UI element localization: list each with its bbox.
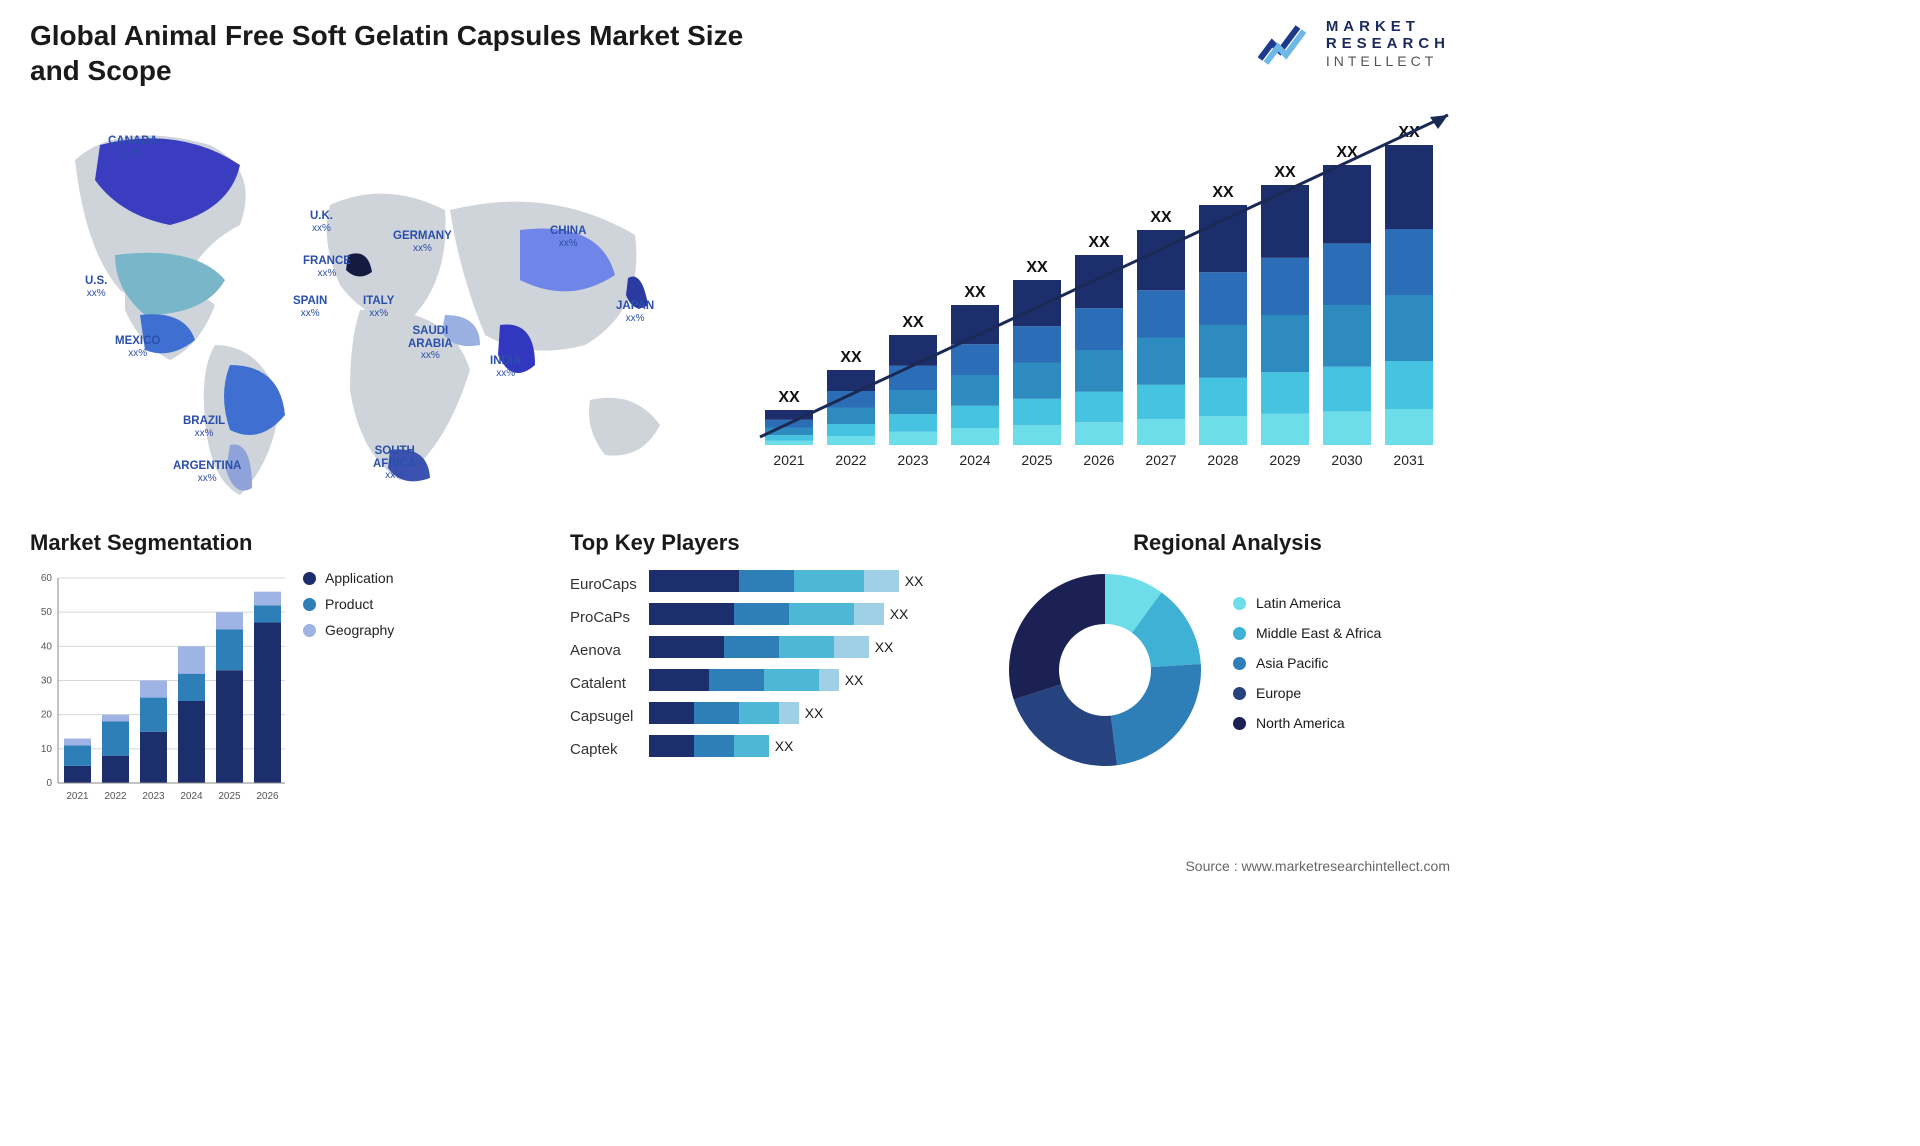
svg-text:2023: 2023	[142, 791, 165, 802]
svg-text:XX: XX	[1088, 234, 1110, 251]
svg-text:60: 60	[41, 573, 53, 584]
map-label-saudi-arabia: SAUDIARABIAxx%	[408, 325, 453, 361]
map-label-china: CHINAxx%	[550, 225, 586, 249]
svg-text:0: 0	[46, 778, 52, 789]
svg-text:2025: 2025	[218, 791, 241, 802]
map-label-u-s-: U.S.xx%	[85, 275, 107, 299]
top-players-labels: EuroCaps ProCaPs Aenova Catalent Capsugel Cap…	[570, 570, 637, 761]
top-players-panel: Top Key Players EuroCaps ProCaPs Aenova Cat…	[570, 530, 990, 761]
world-map	[30, 110, 690, 515]
svg-text:XX: XX	[1274, 164, 1296, 181]
player-bar-capsugel: XX	[649, 702, 924, 724]
svg-text:2031: 2031	[1393, 452, 1424, 468]
region-legend-north-america: North America	[1233, 715, 1381, 731]
svg-text:XX: XX	[1026, 259, 1048, 276]
svg-text:2022: 2022	[104, 791, 127, 802]
seg-legend-application: Application	[303, 570, 394, 586]
logo-mark-icon	[1258, 21, 1314, 65]
region-legend-latin-america: Latin America	[1233, 595, 1381, 611]
regional-title: Regional Analysis	[1005, 530, 1450, 556]
logo-line3: INTELLECT	[1326, 53, 1450, 69]
svg-text:2030: 2030	[1331, 452, 1362, 468]
top-players-bars: XX XX XX XX XX XX	[649, 570, 924, 761]
segmentation-chart: 0 10 20 30 40 50 60 2021 2022 2023 2024 2025 2026	[30, 570, 285, 805]
page-title: Global Animal Free Soft Gelatin Capsules…	[30, 18, 790, 88]
world-map-panel: CANADAxx% U.S.xx% MEXICOxx% BRAZILxx% ARGENT…	[30, 110, 690, 515]
segmentation-panel: Market Segmentation 0 10 20 30 40 50 60 2021 202…	[30, 530, 465, 805]
player-bar-catalent: XX	[649, 669, 924, 691]
svg-text:2026: 2026	[256, 791, 279, 802]
player-bar-procaps: XX	[649, 603, 924, 625]
svg-text:XX: XX	[1212, 184, 1234, 201]
map-label-mexico: MEXICOxx%	[115, 335, 160, 359]
map-label-spain: SPAINxx%	[293, 295, 327, 319]
svg-text:50: 50	[41, 607, 53, 618]
brand-logo: MARKET RESEARCH INTELLECT	[1258, 18, 1450, 69]
logo-line2: RESEARCH	[1326, 35, 1450, 52]
segmentation-title: Market Segmentation	[30, 530, 465, 556]
growth-bar-chart: XX 2021 XX 2022 XX 2023 XX 2024 XX 2025 XX 2026 XX 20…	[740, 100, 1450, 495]
map-label-brazil: BRAZILxx%	[183, 415, 225, 439]
regional-donut	[1005, 570, 1205, 770]
segmentation-legend: Application Product Geography	[303, 570, 394, 648]
svg-text:2028: 2028	[1207, 452, 1238, 468]
svg-text:XX: XX	[902, 314, 924, 331]
svg-text:2025: 2025	[1021, 452, 1052, 468]
player-label-catalent: Catalent	[570, 673, 637, 695]
regional-panel: Regional Analysis Latin America Middle Ea…	[1005, 530, 1450, 770]
player-bar-eurocaps: XX	[649, 570, 924, 592]
region-legend-asia-pacific: Asia Pacific	[1233, 655, 1381, 671]
logo-line1: MARKET	[1326, 18, 1450, 35]
player-label-captek: Captek	[570, 739, 637, 761]
player-label-aenova: Aenova	[570, 640, 637, 662]
svg-text:XX: XX	[964, 284, 986, 301]
svg-text:30: 30	[41, 676, 53, 687]
map-label-argentina: ARGENTINAxx%	[173, 460, 241, 484]
player-bar-aenova: XX	[649, 636, 924, 658]
map-label-japan: JAPANxx%	[616, 300, 654, 324]
svg-text:2021: 2021	[66, 791, 89, 802]
top-players-title: Top Key Players	[570, 530, 990, 556]
svg-text:XX: XX	[1150, 209, 1172, 226]
player-bar-captek: XX	[649, 735, 924, 757]
player-label-capsugel: Capsugel	[570, 706, 637, 728]
seg-legend-geography: Geography	[303, 622, 394, 638]
svg-text:2029: 2029	[1269, 452, 1300, 468]
svg-text:40: 40	[41, 641, 53, 652]
map-label-france: FRANCExx%	[303, 255, 351, 279]
map-label-italy: ITALYxx%	[363, 295, 394, 319]
svg-text:XX: XX	[840, 349, 862, 366]
region-legend-europe: Europe	[1233, 685, 1381, 701]
svg-text:XX: XX	[778, 389, 800, 406]
seg-legend-product: Product	[303, 596, 394, 612]
map-label-india: INDIAxx%	[490, 355, 521, 379]
svg-text:2024: 2024	[180, 791, 203, 802]
source-text: Source : www.marketresearchintellect.com	[1185, 858, 1450, 874]
region-legend-middle-east-africa: Middle East & Africa	[1233, 625, 1381, 641]
svg-text:20: 20	[41, 710, 53, 721]
map-label-south-africa: SOUTHAFRICAxx%	[373, 445, 416, 481]
map-label-canada: CANADAxx%	[108, 135, 158, 159]
regional-legend: Latin America Middle East & Africa Asia Pa…	[1233, 595, 1381, 745]
svg-text:2021: 2021	[773, 452, 804, 468]
player-label-eurocaps: EuroCaps	[570, 574, 637, 596]
svg-text:2024: 2024	[959, 452, 990, 468]
svg-text:2026: 2026	[1083, 452, 1114, 468]
map-label-u-k-: U.K.xx%	[310, 210, 333, 234]
map-label-germany: GERMANYxx%	[393, 230, 452, 254]
svg-text:10: 10	[41, 744, 53, 755]
player-label-procaps: ProCaPs	[570, 607, 637, 629]
svg-text:2022: 2022	[835, 452, 866, 468]
svg-text:2027: 2027	[1145, 452, 1176, 468]
svg-text:2023: 2023	[897, 452, 928, 468]
